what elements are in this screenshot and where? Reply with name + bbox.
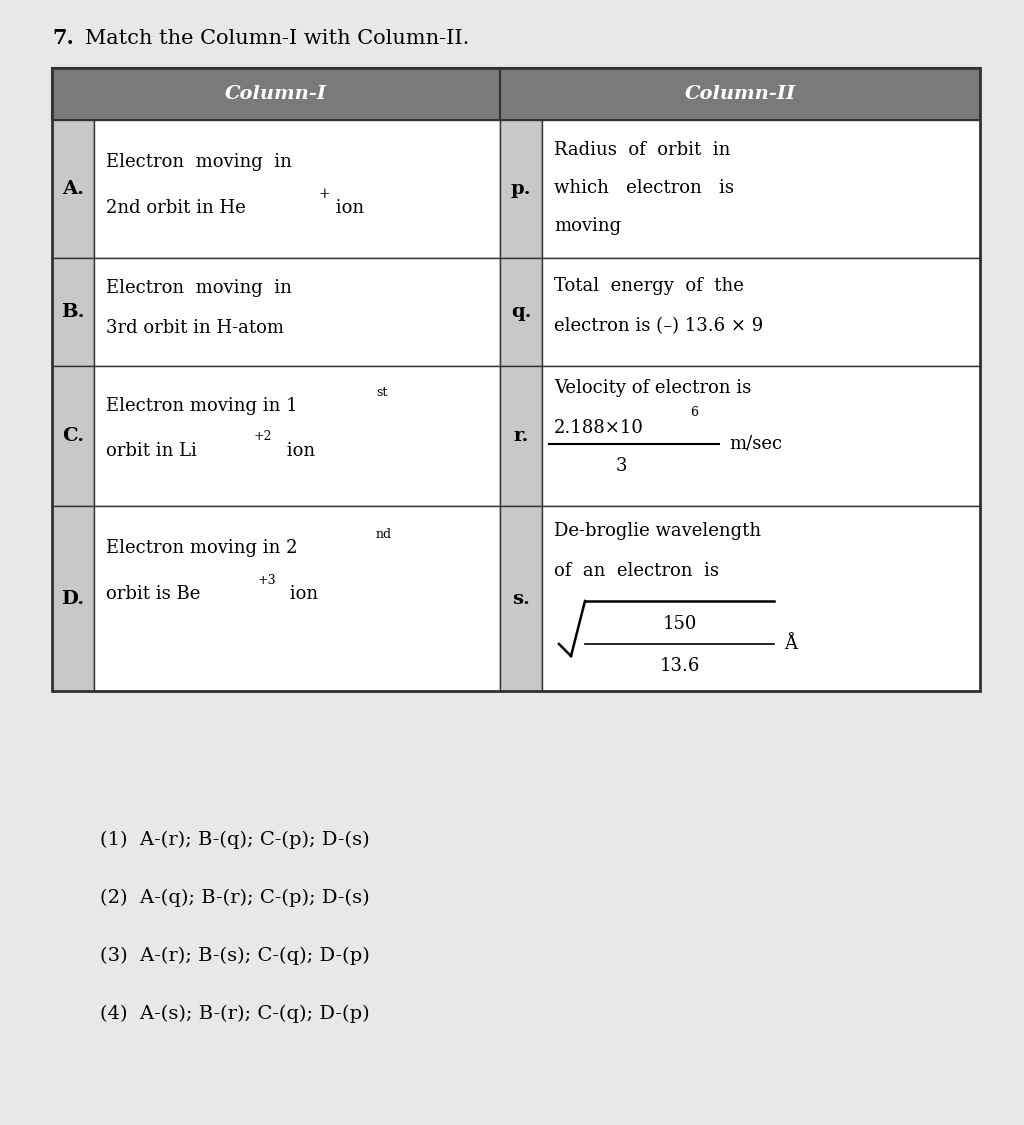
Bar bbox=[500, 120, 542, 258]
Bar bbox=[52, 120, 94, 258]
Bar bbox=[94, 120, 500, 258]
Text: 2nd orbit in He: 2nd orbit in He bbox=[106, 199, 246, 217]
Text: 2.188×10: 2.188×10 bbox=[554, 418, 644, 436]
Bar bbox=[542, 120, 980, 258]
Text: 7.: 7. bbox=[52, 28, 74, 48]
Text: orbit is Be: orbit is Be bbox=[106, 585, 201, 603]
Text: 3: 3 bbox=[616, 457, 628, 475]
Text: nd: nd bbox=[376, 528, 392, 540]
Text: +: + bbox=[318, 187, 330, 201]
Text: Electron moving in 2: Electron moving in 2 bbox=[106, 539, 298, 557]
Text: moving: moving bbox=[554, 217, 622, 235]
Bar bbox=[542, 506, 980, 691]
Text: C.: C. bbox=[61, 428, 84, 446]
Text: q.: q. bbox=[511, 303, 531, 321]
Bar bbox=[52, 68, 980, 691]
Bar bbox=[94, 258, 500, 366]
Text: 150: 150 bbox=[663, 615, 696, 633]
Text: m/sec: m/sec bbox=[729, 435, 782, 453]
Bar bbox=[542, 366, 980, 506]
Text: (4)  A-(s); B-(r); C-(q); D-(p): (4) A-(s); B-(r); C-(q); D-(p) bbox=[100, 1005, 370, 1023]
Text: (2)  A-(q); B-(r); C-(p); D-(s): (2) A-(q); B-(r); C-(p); D-(s) bbox=[100, 889, 370, 907]
Text: ion: ion bbox=[330, 199, 365, 217]
Bar bbox=[94, 506, 500, 691]
Text: Å: Å bbox=[784, 634, 797, 652]
Text: Column-II: Column-II bbox=[684, 86, 796, 104]
Text: 3rd orbit in H-atom: 3rd orbit in H-atom bbox=[106, 319, 284, 337]
Bar bbox=[52, 506, 94, 691]
Text: +3: +3 bbox=[258, 574, 276, 586]
Text: Electron  moving  in: Electron moving in bbox=[106, 279, 292, 297]
Text: Electron moving in 1: Electron moving in 1 bbox=[106, 397, 298, 415]
Text: D.: D. bbox=[61, 590, 85, 608]
Text: Velocity of electron is: Velocity of electron is bbox=[554, 379, 752, 397]
Text: ion: ion bbox=[281, 442, 315, 460]
Bar bbox=[52, 366, 94, 506]
Text: A.: A. bbox=[62, 180, 84, 198]
Text: B.: B. bbox=[61, 303, 85, 321]
Text: Match the Column-I with Column-II.: Match the Column-I with Column-II. bbox=[85, 28, 469, 47]
Text: +2: +2 bbox=[254, 431, 272, 443]
Text: st: st bbox=[376, 386, 387, 398]
Text: of  an  electron  is: of an electron is bbox=[554, 562, 719, 580]
Text: (3)  A-(r); B-(s); C-(q); D-(p): (3) A-(r); B-(s); C-(q); D-(p) bbox=[100, 947, 370, 965]
Bar bbox=[52, 258, 94, 366]
Text: 6: 6 bbox=[690, 405, 698, 418]
Text: Column-I: Column-I bbox=[225, 86, 327, 104]
Text: Total  energy  of  the: Total energy of the bbox=[554, 277, 743, 295]
Bar bbox=[52, 68, 500, 120]
Bar bbox=[500, 506, 542, 691]
Text: orbit in Li: orbit in Li bbox=[106, 442, 197, 460]
Bar bbox=[500, 68, 980, 120]
Text: r.: r. bbox=[513, 428, 528, 446]
Text: ion: ion bbox=[284, 585, 318, 603]
Text: De-broglie wavelength: De-broglie wavelength bbox=[554, 522, 761, 540]
Text: s.: s. bbox=[512, 590, 530, 608]
Text: (1)  A-(r); B-(q); C-(p); D-(s): (1) A-(r); B-(q); C-(p); D-(s) bbox=[100, 831, 370, 849]
Bar bbox=[94, 366, 500, 506]
Bar bbox=[500, 366, 542, 506]
Text: p.: p. bbox=[511, 180, 531, 198]
Text: Radius  of  orbit  in: Radius of orbit in bbox=[554, 141, 730, 159]
Text: Electron  moving  in: Electron moving in bbox=[106, 153, 292, 171]
Text: electron is (–) 13.6 × 9: electron is (–) 13.6 × 9 bbox=[554, 317, 763, 335]
Text: which   electron   is: which electron is bbox=[554, 179, 734, 197]
Bar bbox=[542, 258, 980, 366]
Bar bbox=[500, 258, 542, 366]
Text: 13.6: 13.6 bbox=[659, 657, 699, 675]
